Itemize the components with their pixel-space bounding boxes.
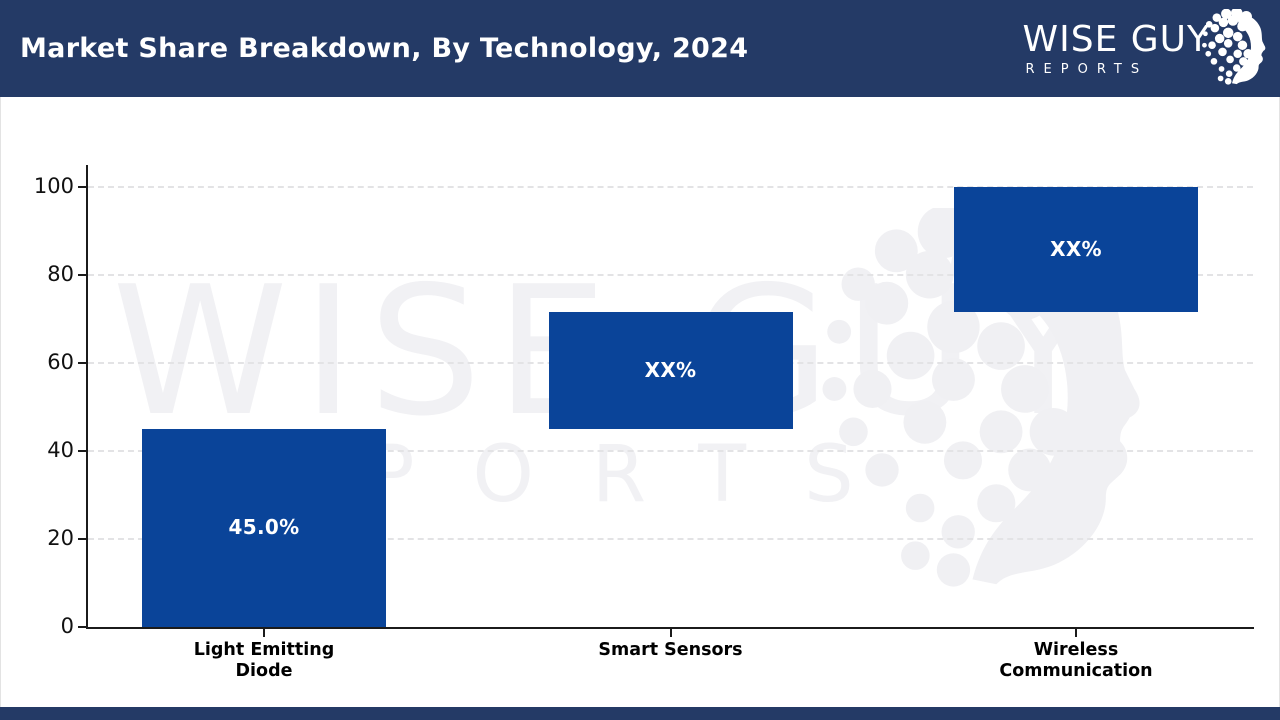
y-gridline [88,538,1253,540]
y-axis-tick-label: 80 [47,262,74,286]
x-axis-label-line: Smart Sensors [598,640,743,660]
x-axis-category-label: Smart Sensors [531,640,811,661]
y-axis-tick [78,274,86,276]
bar-value-label: XX% [644,357,697,382]
x-axis-tick [1075,629,1077,637]
y-axis-tick [78,186,86,188]
x-axis-label-line: Wireless [1033,640,1119,660]
wise-guy-logo: WISE GUY REPORTS [1022,8,1271,89]
y-axis-tick [78,538,86,540]
y-gridline [88,450,1253,452]
x-axis-label-line: Communication [999,661,1153,681]
logo-text: WISE GUY REPORTS [1022,18,1211,77]
y-gridline [88,274,1253,276]
x-axis-spine [86,627,1254,629]
chart-title: Market Share Breakdown, By Technology, 2… [20,33,749,64]
x-axis-tick [669,629,672,637]
logo-reports-label: REPORTS [1025,61,1149,77]
y-axis-tick-label: 60 [47,350,74,374]
y-axis-tick-label: 100 [33,174,74,198]
bar-segment [548,312,793,429]
x-axis-category-label: Light Emitting Diode [124,640,404,682]
y-axis-tick-label: 20 [47,526,74,550]
y-gridline [88,186,1253,188]
bar-value-label: 45.0% [228,515,300,539]
y-axis-tick-label: 0 [60,614,74,638]
bar-segment [142,429,386,627]
header-bar: Market Share Breakdown, By Technology, 2… [0,0,1280,97]
y-axis-spine [86,165,88,629]
logo-wiseguy-label: WISE GUY [1022,18,1210,60]
y-axis-tick-label: 40 [47,438,74,462]
x-axis-tick [263,629,265,637]
x-axis-label-line: Diode [235,661,293,681]
y-axis-tick [78,450,86,452]
x-axis-label-line: Light Emitting [193,640,335,660]
x-axis-category-label: Wireless Communication [936,640,1216,682]
bar-value-label: XX% [1050,236,1102,261]
footer-bar [0,707,1280,720]
y-axis-tick [78,626,86,628]
y-axis-tick [78,362,86,364]
